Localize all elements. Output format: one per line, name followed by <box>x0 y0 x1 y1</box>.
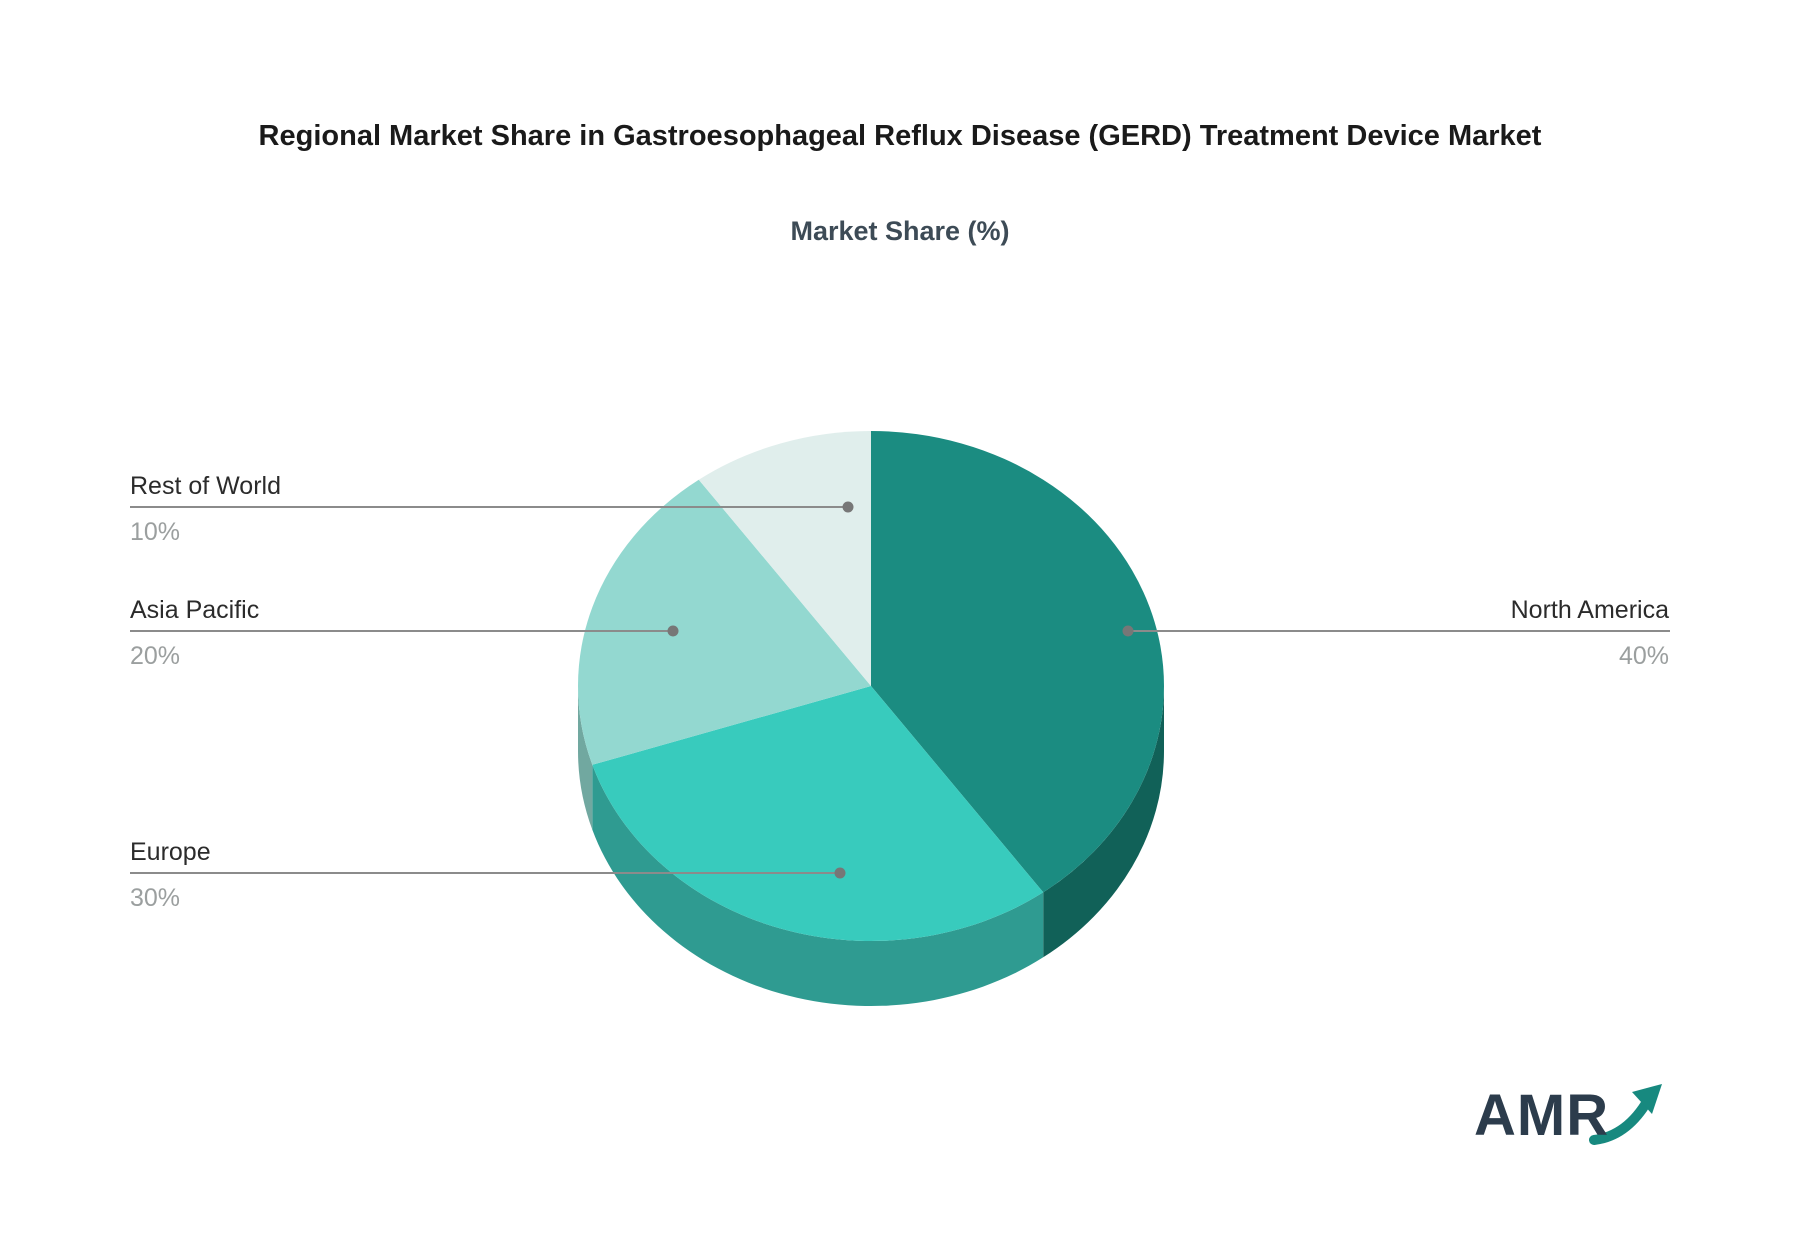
chart-title: Regional Market Share in Gastroesophagea… <box>258 120 1542 152</box>
pie-slice-asia-pacific <box>578 479 871 765</box>
slice-label-rest-of-world: Rest of World <box>130 472 281 500</box>
leader-dot-north-america <box>1122 625 1134 637</box>
pie-slice-side-europe <box>592 764 1044 1006</box>
amr-logo: AMR <box>1474 1082 1694 1162</box>
pie-slice-north-america <box>871 431 1164 893</box>
slice-label-europe: Europe <box>130 838 211 866</box>
leader-dot-asia-pacific <box>667 625 679 637</box>
label-block-north-america: North America 40% <box>1511 596 1669 671</box>
pie-slice-rest-of-world <box>698 431 871 686</box>
pie-3d-slices <box>578 431 1164 1006</box>
chart-subtitle: Market Share (%) <box>790 216 1010 246</box>
leader-dot-rest-of-world <box>842 501 854 513</box>
slice-value-north-america: 40% <box>1618 642 1669 670</box>
label-block-rest-of-world: Rest of World 10% <box>130 472 281 547</box>
pie-slice-side-asia-pacific <box>578 686 593 830</box>
leader-lines <box>130 501 1670 879</box>
amr-logo-text: AMR <box>1474 1083 1610 1148</box>
label-block-europe: Europe 30% <box>130 838 211 913</box>
leader-dot-europe <box>834 867 846 879</box>
slice-value-rest-of-world: 10% <box>130 518 181 546</box>
slice-value-europe: 30% <box>130 884 181 912</box>
pie-slice-side-north-america <box>1043 686 1164 958</box>
label-block-asia-pacific: Asia Pacific 20% <box>130 596 259 671</box>
pie-slice-europe <box>592 686 1044 941</box>
slice-label-asia-pacific: Asia Pacific <box>130 596 260 624</box>
logo-arrow-icon <box>1589 1084 1662 1145</box>
slice-value-asia-pacific: 20% <box>130 642 181 670</box>
slice-label-north-america: North America <box>1510 596 1669 624</box>
